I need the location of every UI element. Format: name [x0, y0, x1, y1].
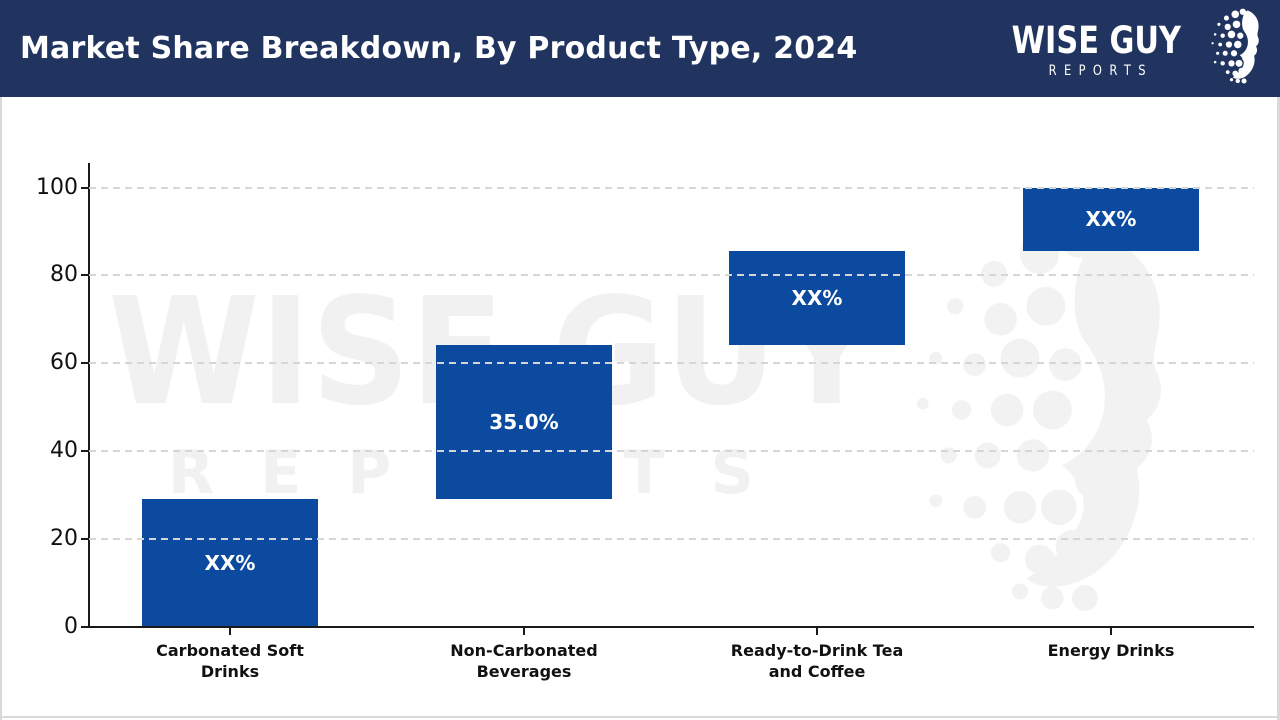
gridline-20 [89, 537, 1254, 540]
y-tick-mark-80 [81, 274, 88, 277]
y-tick-mark-60 [81, 362, 88, 365]
x-category-label-line: Carbonated Soft [156, 641, 304, 660]
bar-value-label: XX% [1085, 207, 1137, 232]
gridline-40 [89, 449, 1254, 452]
y-tick-label-60: 60 [50, 350, 78, 376]
x-category-label-line: Ready-to-Drink Tea [730, 641, 904, 660]
bar-segment: XX% [729, 251, 905, 346]
bar-value-label: XX% [204, 550, 256, 575]
frame-bottom-border [0, 716, 1280, 718]
y-tick-mark-20 [81, 537, 88, 540]
bar-value-label: 35.0% [489, 409, 559, 434]
y-tick-mark-0 [81, 625, 88, 628]
frame-right-border [1277, 97, 1280, 720]
x-tick-mark [816, 628, 818, 635]
gridline-100 [89, 186, 1254, 189]
y-tick-label-80: 80 [50, 262, 78, 288]
x-category-label: Energy Drinks [981, 640, 1241, 661]
gridline-60 [89, 362, 1254, 365]
brand-subtitle: REPORTS [1048, 63, 1153, 79]
brand-name: WISE GUY [1011, 19, 1182, 62]
page-title: Market Share Breakdown, By Product Type,… [20, 31, 858, 66]
x-tick-mark [523, 628, 525, 635]
x-category-label-line: Drinks [200, 662, 260, 681]
x-category-label: Carbonated Soft Drinks [100, 640, 360, 682]
bar-segment: XX% [1023, 187, 1199, 252]
x-category-label-line: Energy Drinks [1047, 641, 1175, 660]
gridline-80 [89, 274, 1254, 277]
brand-logo: WISE GUY REPORTS [993, 8, 1266, 86]
x-category-label: Ready-to-Drink Tea and Coffee [687, 640, 947, 682]
x-category-label: Non-Carbonated Beverages [394, 640, 654, 682]
bar-segment: XX% [142, 498, 318, 627]
brand-logo-text: WISE GUY REPORTS [993, 19, 1200, 80]
x-tick-mark [229, 628, 231, 635]
y-tick-label-100: 100 [36, 174, 78, 200]
watermark-dot-head-icon [916, 225, 1161, 612]
header-bar: Market Share Breakdown, By Product Type,… [0, 0, 1280, 97]
y-tick-label-20: 20 [50, 525, 78, 551]
dot-head-logo-icon [1211, 8, 1259, 84]
x-category-label-line: and Coffee [768, 662, 866, 681]
y-tick-label-40: 40 [50, 437, 78, 463]
y-axis-line [88, 163, 90, 628]
x-category-label-line: Beverages [476, 662, 572, 681]
y-tick-mark-100 [81, 186, 88, 189]
y-tick-label-0: 0 [64, 613, 78, 639]
bar-segment: 35.0% [436, 345, 612, 499]
x-tick-mark [1110, 628, 1112, 635]
frame-left-border [0, 97, 2, 720]
x-category-label-line: Non-Carbonated [450, 641, 598, 660]
y-tick-mark-40 [81, 449, 88, 452]
x-axis-line [88, 626, 1254, 628]
bar-value-label: XX% [791, 286, 843, 311]
